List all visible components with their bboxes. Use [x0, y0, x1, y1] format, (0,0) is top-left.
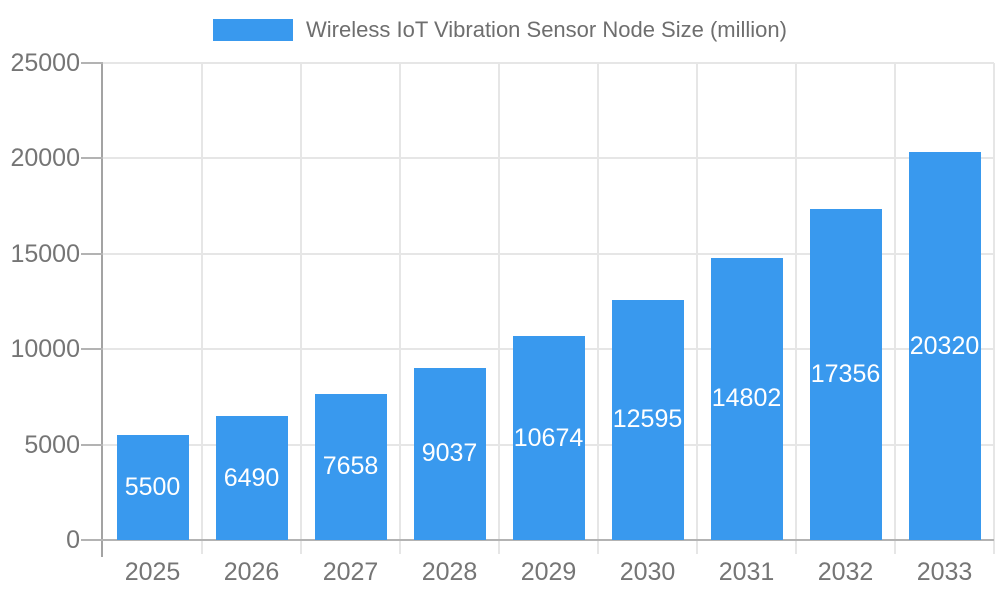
bar-2031[interactable]: 14802	[710, 257, 783, 540]
y-axis-label: 15000	[10, 239, 80, 268]
bar-2025[interactable]: 5500	[116, 435, 189, 540]
horizontal-gridline	[103, 62, 994, 64]
bar-2033[interactable]: 20320	[908, 152, 981, 540]
vertical-gridline	[300, 63, 302, 554]
y-axis-tick	[81, 443, 103, 446]
bar-2027[interactable]: 7658	[314, 393, 387, 540]
vertical-gridline	[894, 63, 896, 554]
x-axis-label-2032: 2032	[817, 558, 874, 586]
horizontal-gridline	[103, 157, 994, 160]
y-axis-label: 10000	[10, 335, 80, 364]
vertical-gridline	[696, 63, 698, 554]
x-axis-label-2026: 2026	[223, 558, 280, 586]
bar-value-label: 10674	[513, 423, 584, 452]
bar-2026[interactable]: 6490	[215, 416, 288, 540]
bar-value-label: 14802	[711, 384, 782, 413]
vertical-gridline	[597, 63, 599, 554]
x-axis-label-2028: 2028	[421, 558, 478, 586]
vertical-gridline	[795, 63, 797, 554]
bar-2032[interactable]: 17356	[809, 208, 882, 540]
x-axis-label-2025: 2025	[124, 558, 181, 586]
legend-label: Wireless IoT Vibration Sensor Node Size …	[306, 17, 787, 42]
y-axis-tick	[81, 62, 103, 64]
x-axis-label-2027: 2027	[322, 558, 379, 586]
x-axis-label-2029: 2029	[520, 558, 577, 586]
y-axis-tick	[81, 348, 103, 351]
y-axis-tick	[81, 157, 103, 160]
bar-2029[interactable]: 10674	[512, 336, 585, 540]
vertical-gridline	[993, 63, 995, 554]
y-axis-label: 25000	[10, 49, 80, 77]
y-axis-label: 0	[66, 526, 80, 554]
bar-value-label: 7658	[322, 452, 379, 481]
x-axis-label-2031: 2031	[718, 558, 775, 586]
y-axis-tick	[81, 539, 103, 541]
bar-2028[interactable]: 9037	[413, 367, 486, 540]
bar-2030[interactable]: 12595	[611, 299, 684, 540]
chart-legend[interactable]: Wireless IoT Vibration Sensor Node Size …	[0, 17, 1000, 43]
y-axis-label: 5000	[24, 430, 80, 459]
y-axis-tick	[81, 252, 103, 255]
vertical-gridline	[498, 63, 500, 554]
x-axis-label-2030: 2030	[619, 558, 676, 586]
bar-value-label: 17356	[810, 359, 881, 388]
vertical-gridline	[201, 63, 203, 554]
bar-value-label: 5500	[124, 473, 181, 502]
horizontal-gridline	[103, 252, 994, 255]
bar-value-label: 9037	[421, 439, 478, 468]
horizontal-gridline	[103, 539, 994, 541]
y-axis-line	[101, 63, 103, 557]
bar-value-label: 6490	[223, 463, 280, 492]
y-axis-label: 20000	[10, 144, 80, 173]
x-axis-label-2033: 2033	[916, 558, 973, 586]
bar-value-label: 20320	[909, 331, 980, 360]
legend-swatch-icon	[213, 19, 294, 41]
plot-area: 5500 6490 7658 9037 10674 12595 14802 17356 2032…	[103, 62, 995, 554]
bar-value-label: 12595	[612, 405, 683, 434]
vertical-gridline	[399, 63, 401, 554]
